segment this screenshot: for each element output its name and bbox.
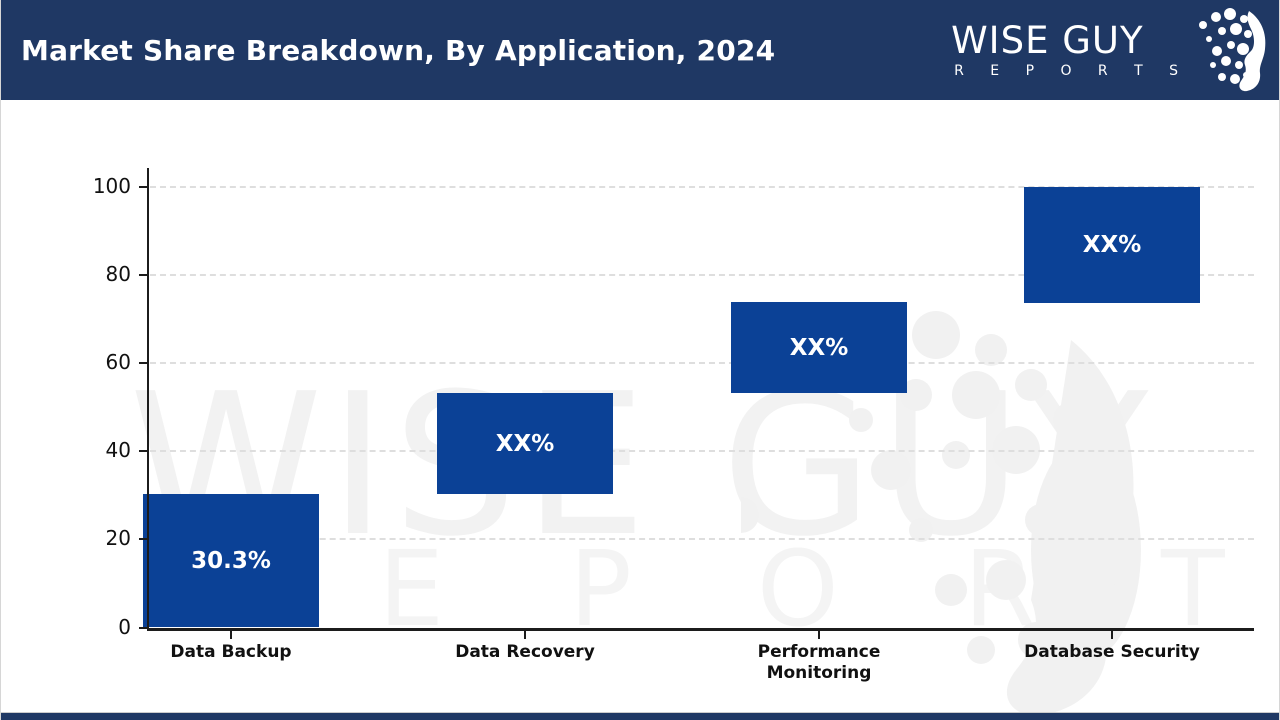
footer-bar [1,713,1279,720]
x-tick-1 [230,631,232,639]
x-label-data-recovery: Data Recovery [455,642,595,662]
logo-face-icon [1199,8,1266,92]
x-label-database-security: Database Security [1024,642,1200,662]
x-tick-4 [1111,631,1113,639]
header-bar: Market Share Breakdown, By Application, … [1,0,1279,100]
y-tick-label-100: 100 [92,174,131,198]
gridline-100 [150,186,1254,188]
y-tick-0 [139,626,147,629]
bar-database-security: XX% [1024,187,1200,304]
y-tick-100 [139,186,147,188]
y-tick-label-0: 0 [118,614,131,639]
wise-guy-logo: WISE GUY R E P O R T S [951,7,1279,93]
gridline-80 [150,274,1254,277]
chart-title: Market Share Breakdown, By Application, … [21,33,776,67]
plot-area: WISE GUY R E P O R T S 30.3%XX%XX%XX%020… [1,100,1279,716]
x-label-performance-monitoring: Performance Monitoring [757,642,881,684]
y-tick-label-60: 60 [105,350,131,375]
y-tick-label-80: 80 [105,262,131,287]
bar-value-label: 30.3% [191,547,271,574]
x-tick-2 [524,631,526,639]
x-tick-3 [818,631,820,639]
chart-bottom-border [1,712,1279,713]
y-tick-20 [139,538,147,541]
bar-performance-monitoring: XX% [731,301,907,394]
y-tick-80 [139,274,147,277]
gridline-60 [150,362,1254,365]
y-tick-label-20: 20 [105,526,131,551]
bar-value-label: XX% [789,334,849,361]
gridline-20 [150,538,1254,541]
bar-data-backup: 30.3% [143,494,319,628]
logo-line2: R E P O R T S [954,62,1189,79]
x-label-data-backup: Data Backup [170,642,292,662]
y-tick-60 [139,362,147,365]
bar-value-label: XX% [495,430,555,457]
y-tick-40 [139,450,147,453]
logo-line1: WISE GUY [951,18,1144,62]
gridline-40 [150,450,1254,453]
bar-value-label: XX% [1082,232,1142,259]
bar-data-recovery: XX% [437,393,613,494]
watermark-reports: R E P O R T S [181,528,1279,650]
x-axis-line [147,628,1254,631]
logo-text: WISE GUY R E P O R T S [951,22,1189,79]
y-axis-line [147,168,149,630]
y-tick-label-40: 40 [105,438,131,463]
